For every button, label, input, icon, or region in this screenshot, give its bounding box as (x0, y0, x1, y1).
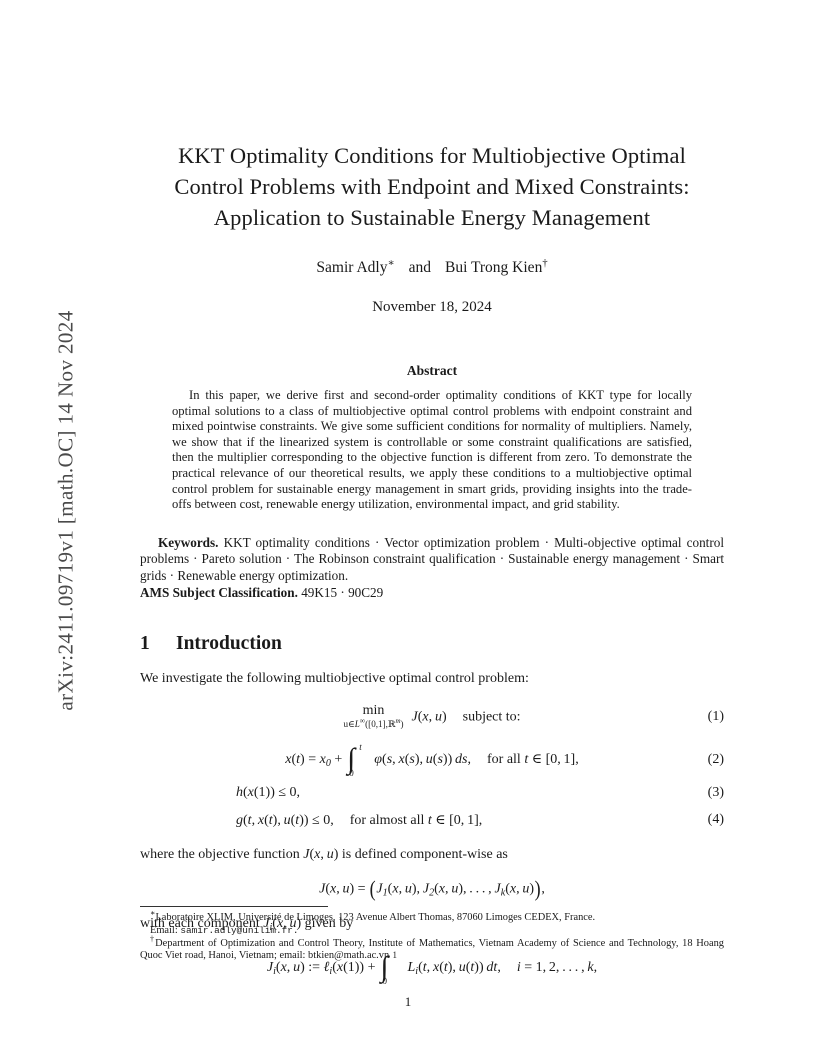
intro-paragraph: We investigate the following multiobject… (140, 670, 529, 686)
footnote-1-email-line: Email: samir.adly@unilim.fr. (140, 925, 724, 938)
keywords-text: KKT optimality conditions · Vector optim… (140, 534, 724, 583)
ams-text: 49K15 · 90C29 (301, 585, 384, 601)
equation-ji-definition: Ji(x, u) := ℓi(x(1)) +1 ∫ 0 Li(t, x(t), u(t… (140, 949, 724, 986)
author-list: Samir Adly∗ and Bui Trong Kien† (140, 257, 724, 277)
author-name-2: Bui Trong Kien (444, 259, 543, 276)
section-heading-introduction: 1 Introduction (140, 633, 724, 655)
title-line-1: KKT Optimality Conditions for Multiobjec… (178, 143, 686, 168)
ams-label: AMS Subject Classification. (140, 585, 298, 601)
page-title: KKT Optimality Conditions for Multiobjec… (140, 140, 724, 233)
footnote-rule (140, 906, 328, 907)
footnote-1-email-label: Email: (150, 924, 178, 936)
publication-date: November 18, 2024 (372, 299, 492, 315)
integral-sign: 1 ∫ 0 (380, 949, 397, 986)
author-1-footnote-marker: ∗ (387, 257, 395, 269)
footnote-2-marker: † (150, 934, 156, 944)
section-title: Introduction (176, 632, 282, 654)
paper-content: KKT Optimality Conditions for Multiobjec… (140, 0, 724, 986)
with-paragraph: with each component Ji(x, u) given by (140, 916, 354, 933)
equation-j-definition: J(x, u) = (J1(x, u), J2(x, u), . . . , J… (140, 875, 724, 901)
equation-3: h(x(1)) ≤ 0, (3) (140, 783, 724, 803)
keywords-section: Keywords. KKT optimality conditions · Ve… (140, 535, 724, 585)
footnote-1-text: Laboratoire XLIM, Université de Limoges,… (155, 912, 596, 923)
equation-2-number: (2) (707, 752, 724, 768)
equation-2-body: x(t) = x0 + t ∫ 0 φ(s, x(s), u(s)) ds, for al… (285, 742, 579, 779)
title-line-3: Application to Sustainable Energy Manage… (213, 205, 651, 230)
title-line-2: Control Problems with Endpoint and Mixed… (174, 174, 690, 199)
footnotes-section: ∗Laboratoire XLIM, Université de Limoges… (140, 906, 724, 963)
equation-4-body: g(t, x(t), u(t)) ≤ 0, for almost all t ∈ … (236, 812, 483, 828)
where-paragraph: where the objective function J(x, u) is … (140, 847, 508, 863)
equation-3-number: (3) (707, 785, 724, 801)
footnote-1-marker: ∗ (150, 908, 156, 918)
equation-4: g(t, x(t), u(t)) ≤ 0, for almost all t ∈ … (140, 810, 724, 830)
integral-sign: t ∫ 0 (347, 742, 362, 779)
keywords-label: Keywords. (158, 534, 219, 550)
equation-2: x(t) = x0 + t ∫ 0 φ(s, x(s), u(s)) ds, for al… (140, 742, 724, 779)
section-number: 1 (140, 632, 150, 654)
footnote-2-text: Department of Optimization and Control T… (140, 937, 725, 962)
footnote-1-email: samir.adly@unilim.fr. (180, 924, 299, 936)
author-2-footnote-marker: † (542, 257, 548, 269)
ams-classification-section: AMS Subject Classification. 49K15 · 90C2… (140, 585, 724, 602)
abstract-body: In this paper, we derive first and secon… (172, 388, 692, 512)
equation-3-body: h(x(1)) ≤ 0, (236, 785, 301, 801)
equation-1-number: (1) (707, 708, 724, 724)
abstract-heading: Abstract (406, 363, 458, 378)
equation-1-body: min u∈L∞([0,1],ℝm) J(x, u) subject to: (343, 702, 521, 730)
equation-ji-body: Ji(x, u) := ℓi(x(1)) +1 ∫ 0 Li(t, x(t), u(t… (266, 949, 598, 986)
author-conjunction: and (408, 259, 431, 276)
author-name-1: Samir Adly (316, 259, 388, 276)
equation-1: min u∈L∞([0,1],ℝm) J(x, u) subject to: (1) (140, 702, 724, 730)
equation-4-number: (4) (707, 812, 724, 828)
min-operator: min u∈L∞([0,1],ℝm) (343, 702, 404, 730)
page-number: 1 (404, 994, 412, 1009)
arxiv-stamp: arXiv:2411.09719v1 [math.OC] 14 Nov 2024 (53, 310, 78, 711)
footnote-1: ∗Laboratoire XLIM, Université de Limoges… (140, 908, 724, 925)
abstract-section: Abstract In this paper, we derive first … (172, 363, 692, 513)
equation-j-body: J(x, u) = (J1(x, u), J2(x, u), . . . , J… (319, 875, 545, 901)
footnote-2: †Department of Optimization and Control … (140, 935, 725, 964)
